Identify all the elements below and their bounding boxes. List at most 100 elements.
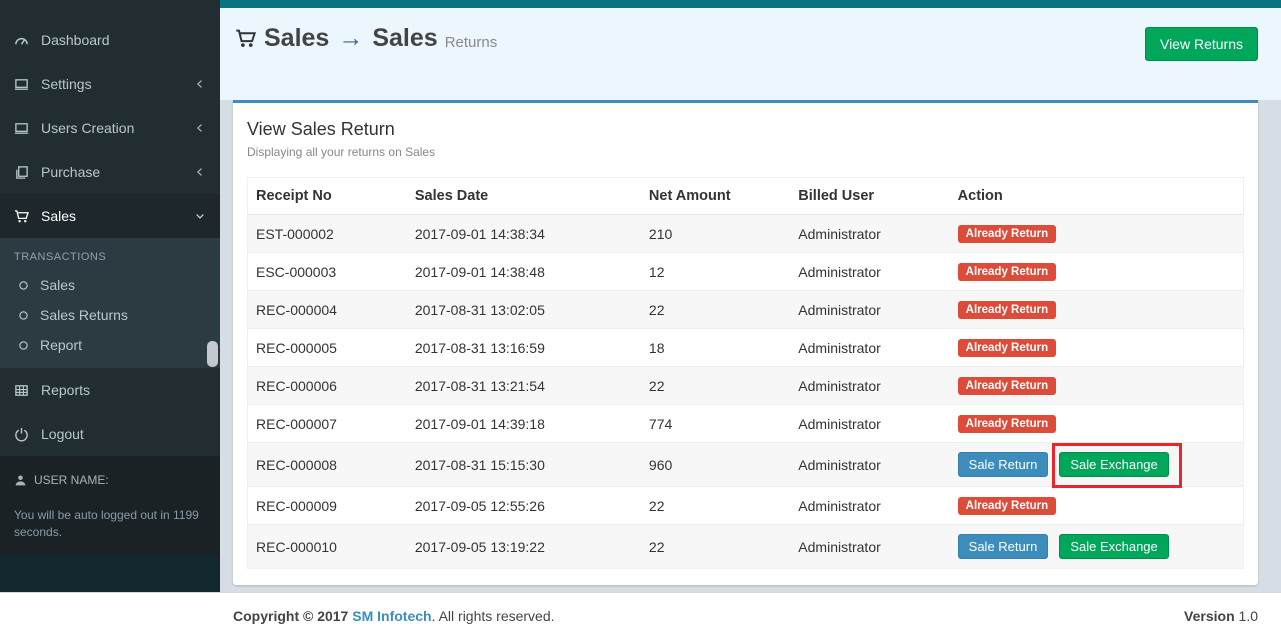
already-return-badge: Already Return (957, 263, 1057, 281)
scrollbar-thumb[interactable] (207, 341, 218, 367)
action-cell: Already Return (949, 290, 1244, 329)
net-amount-cell: 22 (640, 290, 791, 329)
user-icon (14, 474, 27, 487)
already-return-badge: Already Return (957, 225, 1057, 243)
copy-icon (14, 165, 41, 180)
table-row: ESC-000003 2017-09-01 14:38:48 12 Administr… (247, 252, 1244, 291)
sales-date-cell: 2017-09-01 14:38:34 (406, 214, 641, 253)
already-return-badge: Already Return (957, 377, 1057, 395)
main-area: Sales → Sales Returns View Returns View … (220, 0, 1281, 592)
power-icon (14, 427, 41, 442)
already-return-badge: Already Return (957, 301, 1057, 319)
submenu-item-sales-returns[interactable]: Sales Returns (0, 300, 220, 330)
sidebar-item-purchase[interactable]: Purchase (0, 150, 220, 194)
billed-user-cell: Administrator (790, 328, 950, 367)
sidebar-item-label: Users Creation (41, 120, 135, 136)
table-icon (14, 383, 41, 398)
table-row: REC-000004 2017-08-31 13:02:05 22 Administr… (247, 290, 1244, 329)
sales-date-cell: 2017-09-01 14:39:18 (406, 404, 641, 443)
rights-text: . All rights reserved. (431, 608, 555, 624)
table-row: REC-000007 2017-09-01 14:39:18 774 Administ… (247, 404, 1244, 443)
sale-exchange-button[interactable]: Sale Exchange (1059, 534, 1169, 559)
table-row: REC-000010 2017-09-05 13:19:22 22 Administr… (247, 524, 1244, 569)
monitor-icon (14, 121, 41, 136)
sidebar-menu: Dashboard Settings Users Creation (0, 0, 220, 456)
user-name-label: USER NAME: (34, 473, 109, 487)
sale-return-button[interactable]: Sale Return (957, 452, 1049, 477)
sidebar-item-label: Sales (41, 208, 77, 224)
net-amount-cell: 774 (640, 404, 791, 443)
transactions-section-header: TRANSACTIONS (14, 251, 107, 263)
billed-user-cell: Administrator (790, 252, 950, 291)
view-returns-button[interactable]: View Returns (1144, 27, 1258, 61)
panel-title: View Sales Return (247, 119, 395, 139)
table-header-row: Receipt No Sales Date Net Amount Billed … (247, 177, 1244, 215)
receipt-no-cell: REC-000007 (247, 404, 407, 443)
receipt-no-cell: REC-000009 (247, 486, 407, 525)
sales-date-cell: 2017-09-01 14:38:48 (406, 252, 641, 291)
auto-logout-notice: You will be auto logged out in 1199 seco… (14, 508, 199, 539)
page-footer: Copyright © 2017 SM Infotech. All rights… (0, 592, 1281, 639)
sales-submenu: TRANSACTIONS Sales Sales Returns (0, 238, 220, 368)
table-row: EST-000002 2017-09-01 14:38:34 210 Administ… (247, 214, 1244, 253)
billed-user-cell: Administrator (790, 404, 950, 443)
already-return-badge: Already Return (957, 415, 1057, 433)
action-cell: Already Return (949, 366, 1244, 405)
receipt-no-cell: REC-000005 (247, 328, 407, 367)
cart-icon (235, 28, 256, 49)
sales-date-cell: 2017-09-05 12:55:26 (406, 486, 641, 525)
sidebar-item-reports[interactable]: Reports (0, 368, 220, 412)
breadcrumb-secondary: Sales (372, 24, 438, 52)
sales-returns-table-body: EST-000002 2017-09-01 14:38:34 210 Administ… (247, 214, 1244, 569)
net-amount-cell: 18 (640, 328, 791, 367)
billed-user-cell: Administrator (790, 524, 950, 569)
receipt-no-cell: ESC-000003 (247, 252, 407, 291)
sale-return-button[interactable]: Sale Return (957, 534, 1049, 559)
table-row: REC-000008 2017-08-31 15:15:30 960 Administ… (247, 442, 1244, 488)
net-amount-cell: 210 (640, 214, 791, 253)
circle-o-icon (17, 279, 40, 292)
action-cell: Already Return (949, 252, 1244, 291)
receipt-no-cell: REC-000004 (247, 290, 407, 329)
sidebar-item-sales[interactable]: Sales (0, 194, 220, 238)
col-receipt-no: Receipt No (247, 177, 407, 215)
net-amount-cell: 22 (640, 486, 791, 525)
copyright-bold: Copyright © 2017 (233, 608, 353, 624)
company-link[interactable]: SM Infotech (352, 608, 432, 624)
col-net-amount: Net Amount (640, 177, 791, 215)
receipt-no-cell: REC-000010 (247, 524, 407, 569)
sidebar-item-label: Reports (41, 382, 91, 398)
col-sales-date: Sales Date (406, 177, 641, 215)
submenu-item-sales[interactable]: Sales (0, 270, 220, 300)
panel-subtitle: Displaying all your returns on Sales (247, 145, 436, 159)
sales-date-cell: 2017-08-31 13:02:05 (406, 290, 641, 329)
submenu-item-label: Sales Returns (40, 307, 128, 323)
highlighted-action: Sale Exchange (1052, 443, 1182, 488)
action-cell: Already Return (949, 214, 1244, 253)
net-amount-cell: 12 (640, 252, 791, 291)
table-row: REC-000009 2017-09-05 12:55:26 22 Administr… (247, 486, 1244, 525)
already-return-badge: Already Return (957, 339, 1057, 357)
col-action: Action (949, 177, 1244, 215)
billed-user-cell: Administrator (790, 366, 950, 405)
sidebar-item-users-creation[interactable]: Users Creation (0, 106, 220, 150)
monitor-icon (14, 77, 41, 92)
top-accent-strip (220, 0, 1281, 8)
submenu-item-label: Sales (40, 277, 76, 293)
sidebar-item-logout[interactable]: Logout (0, 412, 220, 456)
sidebar-item-settings[interactable]: Settings (0, 62, 220, 106)
submenu-item-label: Report (40, 337, 83, 353)
already-return-badge: Already Return (957, 497, 1057, 515)
sidebar-item-dashboard[interactable]: Dashboard (0, 18, 220, 62)
chevron-down-icon (194, 210, 206, 222)
breadcrumb-primary: Sales (264, 24, 330, 52)
sales-date-cell: 2017-09-05 13:19:22 (406, 524, 641, 569)
submenu-item-report[interactable]: Report (0, 330, 220, 360)
sidebar-item-label: Dashboard (41, 32, 110, 48)
cart-icon (14, 209, 41, 224)
action-cell: Sale Return Sale Exchange (949, 524, 1244, 569)
col-billed-user: Billed User (790, 177, 950, 215)
version-value: 1.0 (1238, 608, 1258, 624)
sale-exchange-button[interactable]: Sale Exchange (1059, 452, 1169, 477)
